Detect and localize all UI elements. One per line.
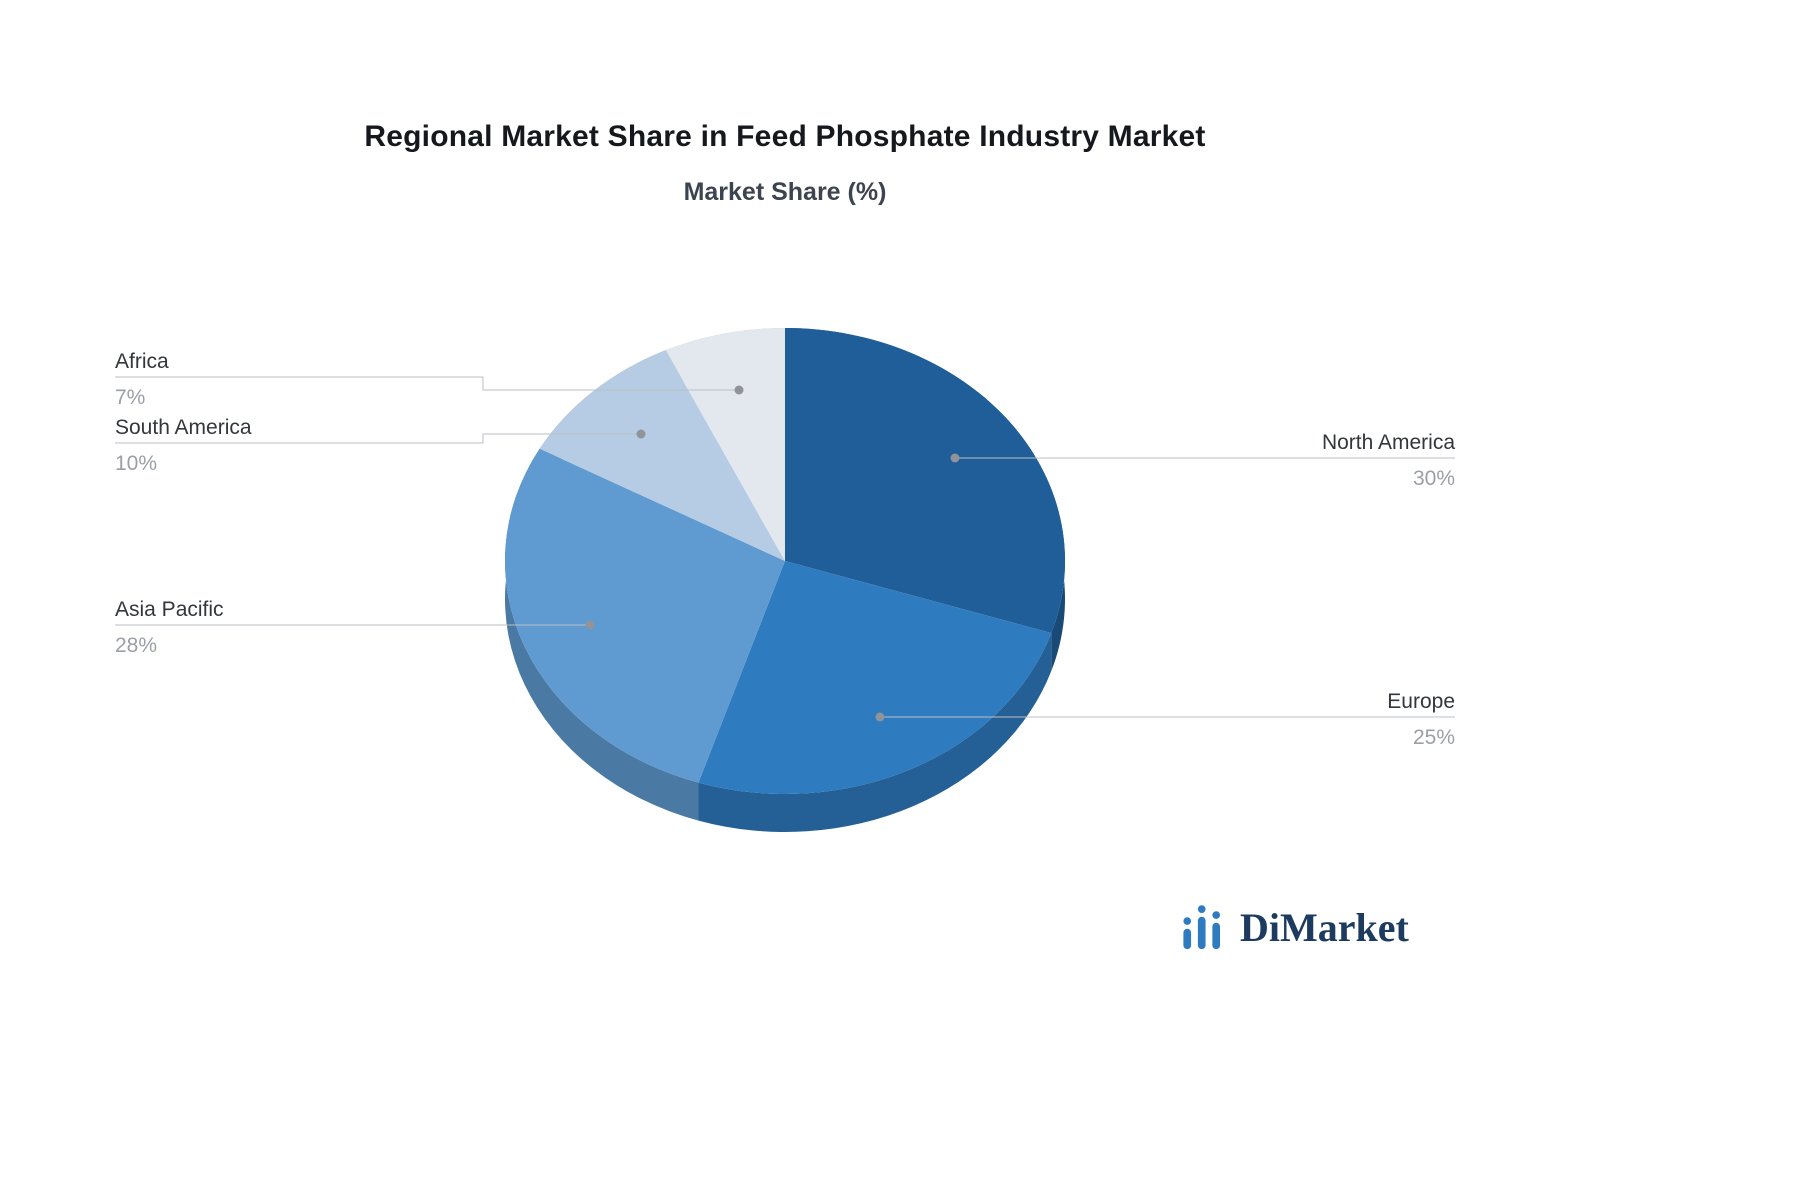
slice-value-asia-pacific: 28% [115,634,157,657]
chart-title: Regional Market Share in Feed Phosphate … [364,120,1206,153]
leader-dot-south-america [636,429,646,439]
pie-slice-south-america[interactable] [539,350,785,561]
slice-value-south-america: 10% [115,452,157,475]
logo-text: DiMarket [1240,904,1409,950]
chart-header: Regional Market Share in Feed Phosphate … [0,120,1570,207]
slice-label-africa: Africa [115,350,169,373]
pie-slice-side-asia-pacific [504,448,699,821]
slice-label-south-america: South America [115,416,252,439]
slice-value-africa: 7% [115,386,145,409]
slice-label-europe: Europe [1387,690,1455,713]
leader-line-africa [115,376,739,391]
leader-dot-africa [734,385,744,395]
pie-slice-europe[interactable] [698,561,1052,794]
leader-dot-asia-pacific [585,620,595,630]
leader-dot-north-america [950,453,960,463]
leader-dot-europe [875,712,885,722]
slice-label-asia-pacific: Asia Pacific [115,598,224,621]
pie-slice-north-america[interactable] [785,328,1065,634]
slice-label-north-america: North America [1322,431,1455,454]
pie-slice-africa[interactable] [665,328,785,561]
bar-chart-icon [1183,905,1221,950]
logo: DiMarket [1180,903,1409,951]
pie-slice-asia-pacific[interactable] [505,448,785,783]
chart-subtitle: Market Share (%) [683,178,887,206]
slice-value-europe: 25% [1413,726,1455,749]
leader-line-south-america [115,433,641,444]
slice-value-north-america: 30% [1413,467,1455,490]
pie-slice-side-europe [698,633,1052,832]
